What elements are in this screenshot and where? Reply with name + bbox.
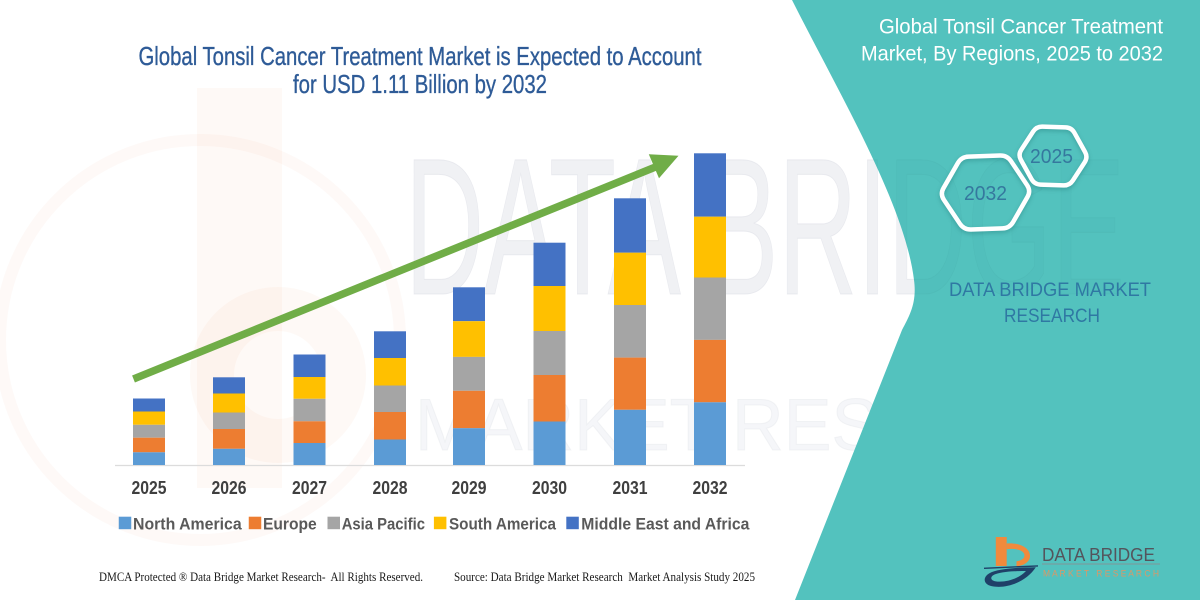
svg-text:Market, By Regions, 2025 to 20: Market, By Regions, 2025 to 2032 (861, 43, 1163, 66)
svg-text:DATA BRIDGE MARKET: DATA BRIDGE MARKET (949, 279, 1151, 301)
svg-text:2025: 2025 (1030, 146, 1073, 168)
svg-text:2032: 2032 (964, 183, 1007, 205)
svg-text:2025: 2025 (132, 478, 167, 498)
svg-text:Middle East and Africa: Middle East and Africa (581, 516, 750, 534)
svg-text:M A R K E T R E S E A R C H: M A R K E T R E S E A R C H (1043, 569, 1159, 579)
svg-text:Asia Pacific: Asia Pacific (342, 516, 425, 534)
svg-text:North America: North America (133, 516, 242, 534)
svg-text:RESEARCH: RESEARCH (1004, 305, 1100, 327)
svg-text:DATA BRIDGE: DATA BRIDGE (1042, 545, 1155, 565)
svg-text:2027: 2027 (292, 478, 327, 498)
svg-text:2028: 2028 (373, 478, 408, 498)
svg-text:Global Tonsil Cancer Treatment: Global Tonsil Cancer Treatment Market is… (139, 41, 703, 71)
svg-text:Global Tonsil Cancer Treatment: Global Tonsil Cancer Treatment (879, 16, 1163, 39)
svg-text:DMCA Protected ® Data Bridge M: DMCA Protected ® Data Bridge Market Rese… (99, 570, 423, 584)
svg-text:2032: 2032 (693, 478, 728, 498)
svg-text:South America: South America (449, 516, 557, 534)
svg-text:Europe: Europe (263, 516, 317, 534)
svg-text:for USD 1.11 Billion by 2032: for USD 1.11 Billion by 2032 (293, 69, 547, 99)
svg-text:Source: Data Bridge Market Res: Source: Data Bridge Market Research Mark… (454, 570, 755, 584)
svg-text:2030: 2030 (532, 478, 567, 498)
svg-text:2026: 2026 (212, 478, 247, 498)
svg-text:2029: 2029 (452, 478, 487, 498)
svg-text:2031: 2031 (613, 478, 648, 498)
